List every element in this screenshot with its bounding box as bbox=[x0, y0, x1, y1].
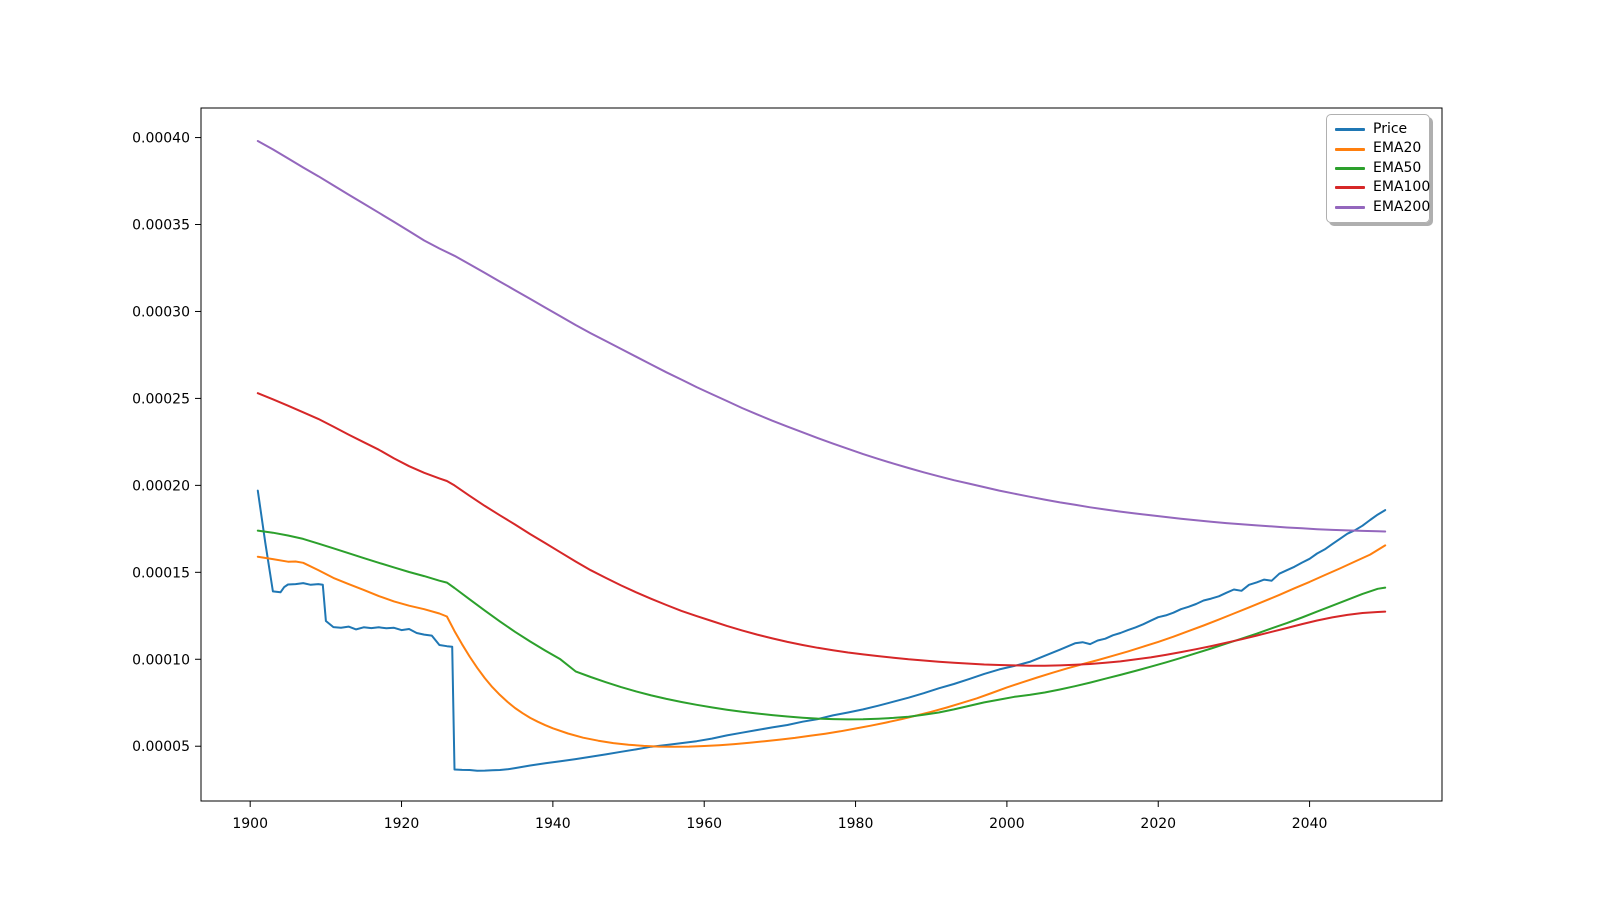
y-tick-label: 0.00005 bbox=[132, 739, 190, 755]
legend-item-ema50: EMA50 bbox=[1335, 159, 1421, 178]
x-tick-label: 2040 bbox=[1292, 816, 1328, 832]
legend-label-ema200: EMA200 bbox=[1373, 198, 1431, 215]
legend: Price EMA20 EMA50 EMA100 EMA200 bbox=[1326, 114, 1430, 223]
y-tick-label: 0.00040 bbox=[132, 131, 190, 147]
legend-item-ema200: EMA200 bbox=[1335, 198, 1430, 217]
series-line-ema20 bbox=[256, 544, 1387, 748]
legend-swatch-ema20 bbox=[1335, 147, 1365, 151]
y-tick-label: 0.00020 bbox=[132, 478, 190, 494]
y-tick-label: 0.00015 bbox=[132, 565, 190, 581]
y-tick-label: 0.00030 bbox=[132, 304, 190, 320]
legend-swatch-price bbox=[1335, 128, 1365, 132]
legend-item-ema100: EMA100 bbox=[1335, 178, 1430, 197]
legend-item-price: Price bbox=[1335, 120, 1421, 139]
legend-label-ema100: EMA100 bbox=[1373, 179, 1431, 196]
x-tick-label: 1900 bbox=[232, 816, 268, 832]
series-line-ema200 bbox=[256, 140, 1387, 533]
legend-item-ema20: EMA20 bbox=[1335, 139, 1421, 158]
x-tick-label: 1940 bbox=[535, 816, 571, 832]
series-line-ema100 bbox=[256, 392, 1387, 667]
x-tick-label: 2020 bbox=[1140, 816, 1176, 832]
x-tick-label: 2000 bbox=[989, 816, 1025, 832]
legend-label-ema20: EMA20 bbox=[1373, 140, 1422, 157]
y-tick-label: 0.00010 bbox=[132, 652, 190, 668]
legend-swatch-ema50 bbox=[1335, 166, 1365, 170]
legend-label-price: Price bbox=[1373, 121, 1408, 137]
x-tick-label: 1980 bbox=[838, 816, 874, 832]
series-line-ema50 bbox=[256, 529, 1387, 721]
series-line-price bbox=[256, 489, 1387, 772]
y-tick-label: 0.00035 bbox=[132, 218, 190, 234]
legend-swatch-ema200 bbox=[1335, 205, 1365, 209]
legend-swatch-ema100 bbox=[1335, 186, 1365, 190]
x-tick-label: 1960 bbox=[686, 816, 722, 832]
x-tick-label: 1920 bbox=[384, 816, 420, 832]
legend-label-ema50: EMA50 bbox=[1373, 159, 1422, 176]
plot-frame bbox=[200, 107, 1443, 802]
y-tick-label: 0.00025 bbox=[132, 391, 190, 407]
